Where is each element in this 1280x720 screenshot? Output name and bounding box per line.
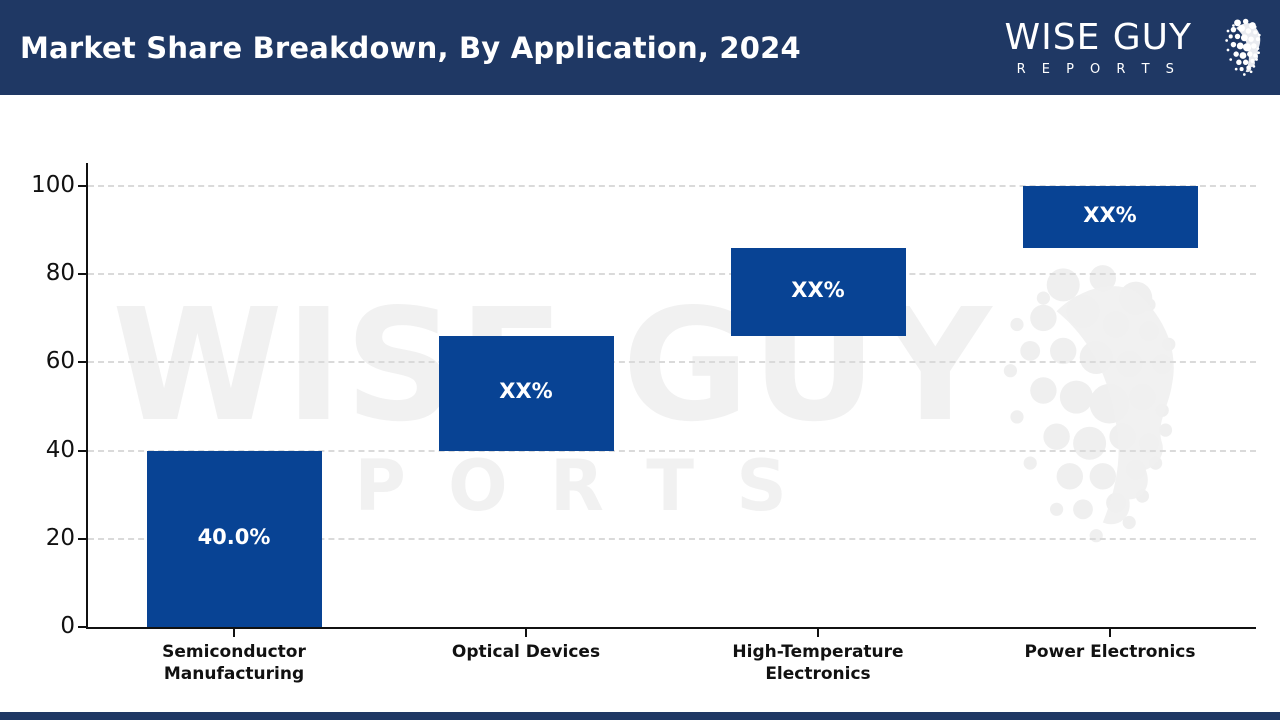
y-gridline	[88, 273, 1256, 276]
waterfall-bar	[1022, 186, 1198, 248]
y-tick-mark	[78, 273, 86, 276]
x-tick-mark	[1109, 629, 1111, 637]
y-tick-mark	[78, 361, 86, 364]
y-tick-mark	[78, 626, 86, 628]
y-axis-tick-label: 60	[45, 348, 75, 375]
bar-value-label: 40.0%	[197, 524, 271, 549]
y-gridline	[88, 361, 1256, 364]
footer-bar	[0, 712, 1280, 720]
page-title: Market Share Breakdown, By Application, …	[20, 30, 801, 65]
y-axis-tick-label: 0	[60, 613, 75, 639]
x-axis-category-label: High-Temperature Electronics	[732, 642, 904, 684]
header: Market Share Breakdown, By Application, …	[0, 0, 1280, 95]
y-axis-tick-label: 100	[31, 172, 75, 198]
y-tick-mark	[78, 185, 86, 187]
y-gridline	[88, 537, 1256, 540]
waterfall-bar	[730, 247, 906, 336]
y-gridline	[88, 185, 1256, 187]
y-gridline	[88, 449, 1256, 452]
waterfall-bar	[146, 450, 322, 627]
y-axis-tick-label: 40	[45, 436, 75, 463]
waterfall-bar	[438, 335, 614, 451]
logo-wordmark: WISE GUY	[1004, 16, 1192, 58]
logo-text: WISE GUY R E P O R T S	[1004, 16, 1193, 77]
y-tick-mark	[78, 537, 86, 540]
y-axis-line	[86, 163, 88, 629]
chart-area: WISE GUY R E P O R T S 0 20 40 60 80 100 40.0%…	[0, 95, 1280, 712]
bar-value-label: XX%	[1083, 202, 1137, 227]
x-tick-mark	[233, 629, 235, 637]
logo-subtitle: R E P O R T S	[1016, 61, 1180, 77]
logo-face-icon	[1194, 7, 1262, 89]
x-axis-line	[86, 627, 1256, 629]
x-axis-category-label: Power Electronics	[1024, 642, 1196, 662]
y-tick-mark	[78, 449, 86, 452]
wise-guy-logo: WISE GUY R E P O R T S	[1005, 7, 1263, 89]
x-axis-category-label: Semiconductor Manufacturing	[162, 642, 306, 684]
x-tick-mark	[817, 629, 819, 637]
y-axis-tick-label: 80	[45, 260, 75, 287]
bar-value-label: XX%	[791, 277, 845, 302]
y-axis-tick-label: 20	[45, 524, 75, 551]
x-tick-mark	[525, 629, 527, 637]
plot: 0 20 40 60 80 100 40.0% Semiconductor Manufactu…	[0, 95, 1280, 712]
x-axis-category-label: Optical Devices	[451, 642, 601, 662]
bar-value-label: XX%	[499, 379, 553, 404]
